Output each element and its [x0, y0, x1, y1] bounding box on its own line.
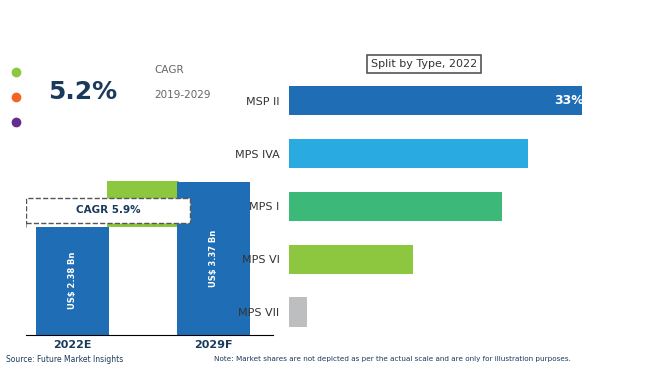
Bar: [289, 192, 502, 221]
Bar: [36, 227, 109, 335]
Text: Split by Type, 2022: Split by Type, 2022: [370, 59, 477, 69]
Text: Note: Market shares are not depicted as per the actual scale and are only for il: Note: Market shares are not depicted as …: [214, 356, 571, 362]
Text: Global MPS Treatment Market Analysis, 2022-2029: Global MPS Treatment Market Analysis, 20…: [8, 17, 444, 33]
Text: US$ 3.37 Bn: US$ 3.37 Bn: [209, 230, 218, 287]
Text: CAGR 5.9%: CAGR 5.9%: [75, 205, 140, 215]
Text: 33%: 33%: [554, 94, 584, 108]
Bar: [289, 86, 582, 115]
Text: CAGR: CAGR: [155, 65, 185, 75]
Bar: [177, 182, 250, 335]
Text: US$ 2.38 Bn: US$ 2.38 Bn: [68, 252, 77, 310]
Bar: [289, 298, 307, 327]
Bar: [289, 245, 413, 274]
Bar: [289, 139, 528, 168]
Bar: [107, 181, 179, 227]
Text: Source: Future Market Insights: Source: Future Market Insights: [6, 355, 124, 364]
Text: 2019-2029: 2019-2029: [155, 90, 211, 100]
Text: 5.2%: 5.2%: [49, 80, 118, 104]
FancyBboxPatch shape: [26, 198, 190, 223]
